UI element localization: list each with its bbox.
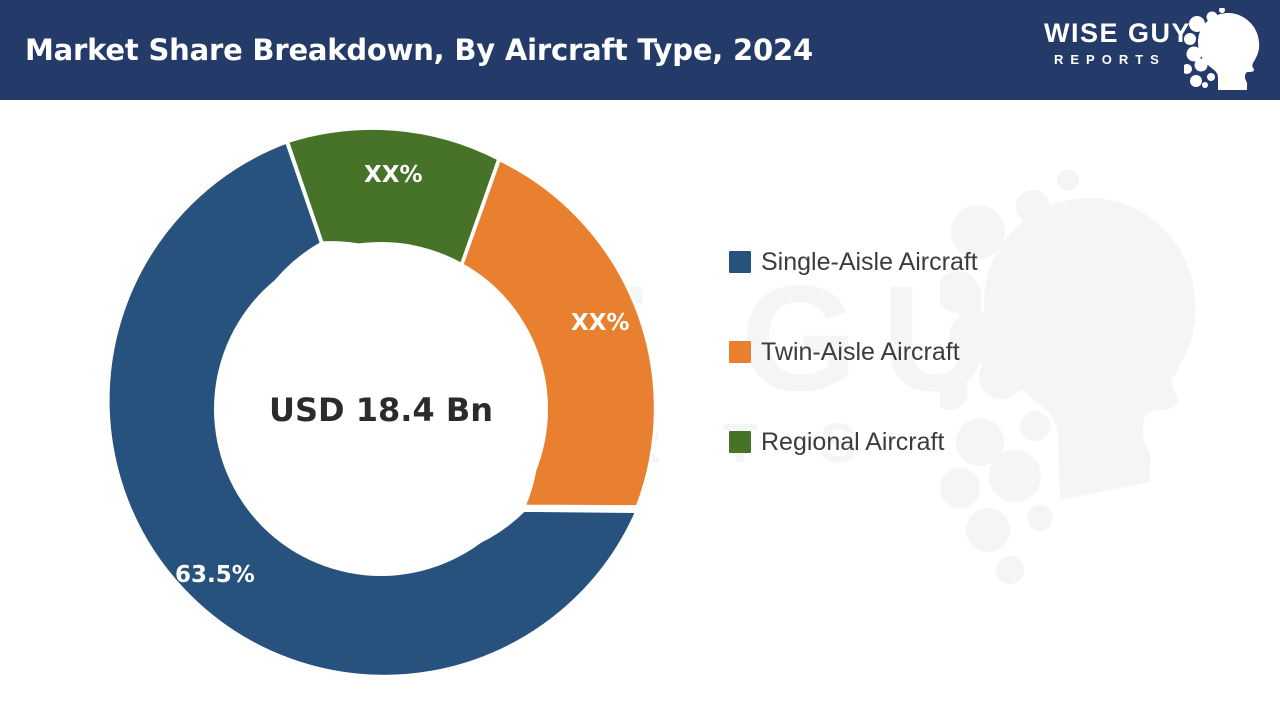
legend-label: Twin-Aisle Aircraft (761, 337, 960, 366)
legend-item-twin-aisle-aircraft[interactable]: Twin-Aisle Aircraft (729, 337, 960, 366)
page-title: Market Share Breakdown, By Aircraft Type… (25, 33, 813, 67)
brand-logo: WISE GUY REPORTS (1042, 6, 1272, 94)
donut-center-total: USD 18.4 Bn (269, 391, 493, 429)
header-bar: Market Share Breakdown, By Aircraft Type… (0, 0, 1280, 100)
legend-item-regional-aircraft[interactable]: Regional Aircraft (729, 427, 945, 456)
legend-swatch-icon (729, 341, 751, 363)
donut-chart: 63.5% XX% XX% USD 18.4 Bn (0, 100, 760, 720)
legend-swatch-icon (729, 251, 751, 273)
slice-label-twin-aisle-aircraft: XX% (571, 310, 630, 336)
legend-label: Single-Aisle Aircraft (761, 247, 978, 276)
slice-label-single-aisle-aircraft: 63.5% (175, 562, 255, 588)
logo-subtext: REPORTS (1054, 52, 1166, 67)
slice-label-regional-aircraft: XX% (364, 162, 423, 188)
legend-item-single-aisle-aircraft[interactable]: Single-Aisle Aircraft (729, 247, 978, 276)
donut-slices (106, 126, 657, 678)
logo-head-icon (1184, 8, 1260, 90)
chart-canvas: WISE GUY REPORTS (0, 100, 1280, 720)
logo-wordmark: WISE GUY (1044, 18, 1192, 48)
legend-label: Regional Aircraft (761, 427, 945, 456)
donut-hole (214, 242, 548, 576)
legend-swatch-icon (729, 431, 751, 453)
donut-svg (106, 126, 657, 678)
watermark-head-icon (940, 170, 1196, 584)
